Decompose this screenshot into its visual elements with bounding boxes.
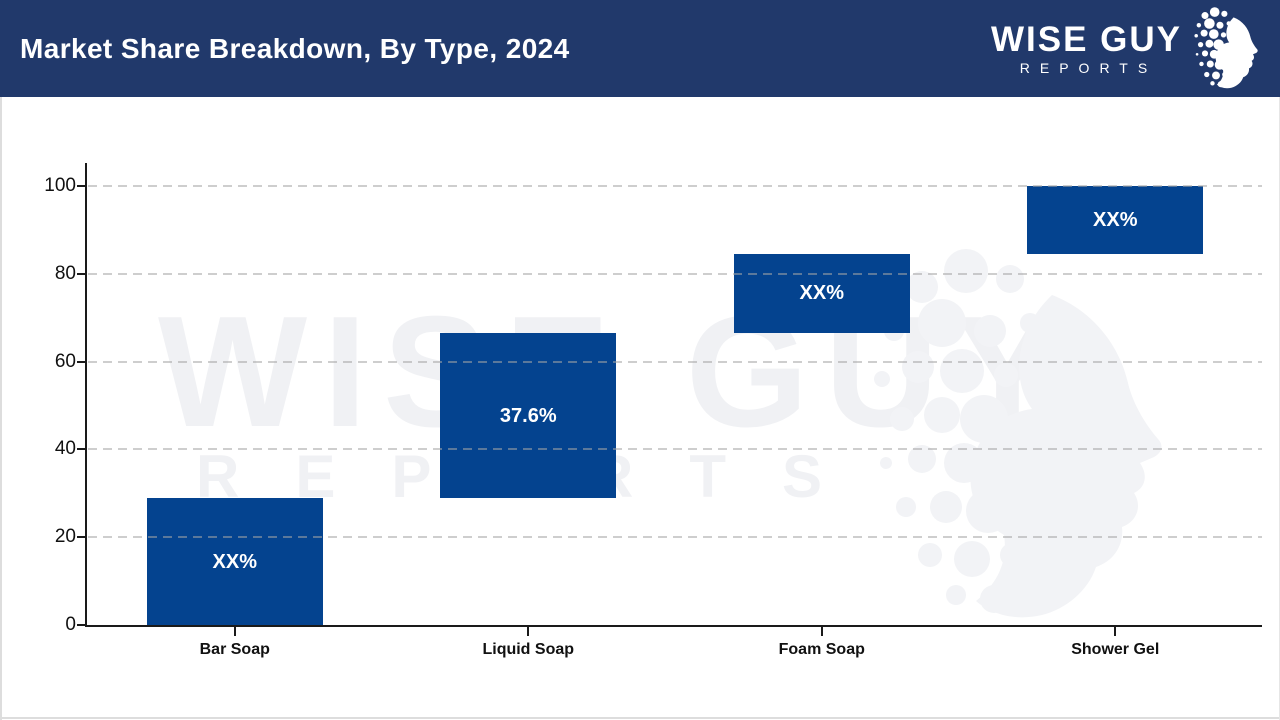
watermark-text-main: WISE GUY <box>158 284 1077 460</box>
bar-value-label: XX% <box>1093 208 1138 231</box>
gridline-y20 <box>88 536 1262 539</box>
bar-bar-soap <box>146 498 323 625</box>
y-tick-label: 100 <box>44 175 76 196</box>
chart-area: WISE GUY REPORTS 020406080100XX%37.6%XX%… <box>0 97 1280 720</box>
y-tick-label: 20 <box>54 526 76 548</box>
logo-brand-subtitle: REPORTS <box>1019 59 1158 76</box>
y-axis-spine <box>85 163 87 627</box>
x-tick-mark <box>820 627 823 636</box>
bar-shower-gel <box>1027 186 1204 254</box>
bar-liquid-soap <box>440 333 617 499</box>
page-left-border <box>0 97 2 720</box>
x-tick-mark <box>233 627 236 636</box>
bar-value-label: XX% <box>212 550 257 573</box>
y-tick-mark <box>77 360 86 363</box>
x-category-label: Liquid Soap <box>482 641 575 658</box>
bar-value-label: XX% <box>799 282 844 305</box>
y-tick-mark <box>77 448 86 451</box>
y-tick-label: 40 <box>54 438 76 460</box>
wiseguy-logo: WISE GUY REPORTS <box>991 5 1266 93</box>
wiseguy-head-icon <box>1188 5 1266 93</box>
x-category-label: Bar Soap <box>199 641 270 658</box>
gridline-y40 <box>88 448 1262 451</box>
x-axis-spine <box>85 625 1262 627</box>
y-tick-label: 80 <box>54 262 76 284</box>
x-category-label: Shower Gel <box>1071 641 1160 658</box>
gridline-y60 <box>88 360 1262 363</box>
y-tick-mark <box>77 185 86 187</box>
x-category-label: Foam Soap <box>778 641 865 658</box>
y-tick-label: 60 <box>54 350 76 372</box>
title-bar: Market Share Breakdown, By Type, 2024 WI… <box>0 0 1280 97</box>
bar-value-label: 37.6% <box>499 404 557 427</box>
gridline-y100 <box>88 185 1262 187</box>
gridline-y80 <box>88 272 1262 275</box>
x-tick-mark <box>1114 627 1117 636</box>
chart-title: Market Share Breakdown, By Type, 2024 <box>20 32 570 64</box>
y-tick-mark <box>77 536 86 539</box>
x-tick-mark <box>527 627 530 636</box>
y-tick-label: 0 <box>65 614 76 635</box>
logo-brand-name: WISE GUY <box>990 19 1182 59</box>
page-bottom-border <box>0 717 1280 719</box>
watermark-head-icon <box>862 219 1182 659</box>
y-tick-mark <box>77 624 86 626</box>
wiseguy-logo-text: WISE GUY REPORTS <box>990 19 1182 76</box>
y-tick-mark <box>77 272 86 275</box>
